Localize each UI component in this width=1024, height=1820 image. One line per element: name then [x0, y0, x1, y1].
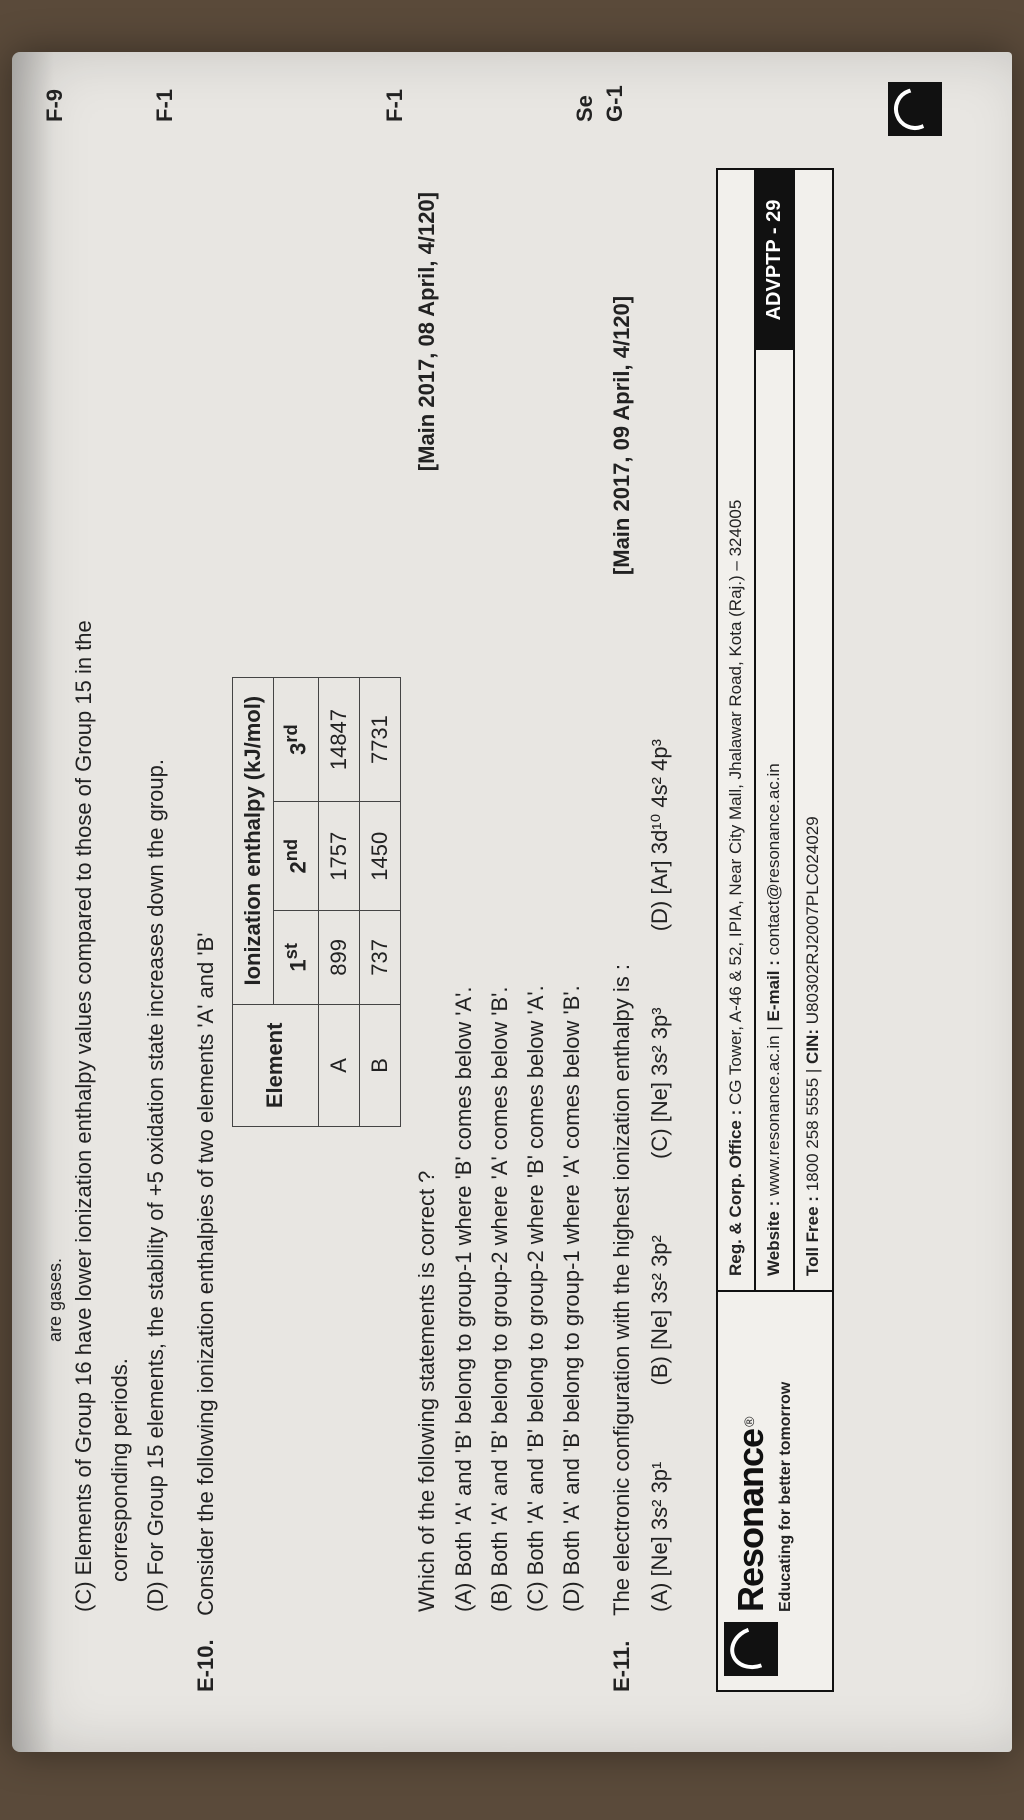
web-email-row: Website : www.resonance.ac.in | E-mail :… — [756, 170, 795, 1290]
question-text: The electronic configuration with the hi… — [606, 216, 638, 1616]
resonance-logo-icon — [724, 1622, 778, 1676]
table-head-3rd: 3rd — [273, 677, 318, 801]
option-b: (B) Both 'A' and 'B' belong to group-2 w… — [484, 112, 516, 1612]
option-c-prev-cont: corresponding periods. — [104, 112, 136, 1582]
option-d: (D) Both 'A' and 'B' belong to group-1 w… — [556, 112, 588, 1612]
options-row: (A) [Ne] 3s² 3p¹ (B) [Ne] 3s² 3p² (C) [N… — [644, 112, 676, 1612]
margin-ref: F-1 — [152, 89, 178, 122]
exam-tag: [Main 2017, 09 April, 4/120] — [606, 296, 638, 575]
fragment-text: are gases. — [42, 112, 68, 1342]
office-row: Reg. & Corp. Office : CG Tower, A-46 & 5… — [718, 170, 757, 1290]
table-head-2nd: 2nd — [273, 802, 318, 911]
brand-tagline: Educating for better tomorrow — [774, 1306, 797, 1612]
brand-box: Resonance ® Educating for better tomorrow — [718, 1290, 832, 1690]
contact-info: Reg. & Corp. Office : CG Tower, A-46 & 5… — [718, 170, 832, 1290]
option-c: (C) [Ne] 3s² 3p³ — [644, 1007, 676, 1159]
option-c: (C) Both 'A' and 'B' belong to group-2 w… — [520, 112, 552, 1612]
option-d-prev: (D) For Group 15 elements, the stability… — [140, 112, 172, 1612]
question-subtext: Which of the following statements is cor… — [411, 112, 443, 1612]
table-head-main: Ionization enthalpy (kJ/mol) — [232, 677, 273, 1004]
page-code: ADVPTP - 29 — [756, 170, 793, 350]
margin-ref: Se — [572, 95, 598, 122]
question-label: E-11. — [606, 1622, 638, 1692]
table-head-1st: 1st — [273, 911, 318, 1004]
question-e11: E-11. The electronic configuration with … — [606, 112, 676, 1692]
footer: Resonance ® Educating for better tomorrow… — [716, 168, 834, 1692]
table-head-element: Element — [232, 1004, 318, 1127]
table-row: B 737 1450 7731 — [359, 677, 400, 1126]
question-label: E-10. — [190, 1622, 222, 1692]
option-d: (D) [Ar] 3d¹⁰ 4s² 4p³ — [644, 739, 676, 931]
option-a: (A) [Ne] 3s² 3p¹ — [644, 1462, 676, 1612]
margin-ref: G-1 — [602, 85, 628, 122]
option-a: (A) Both 'A' and 'B' belong to group-1 w… — [448, 112, 480, 1612]
table-row: A 899 1757 14847 — [318, 677, 359, 1126]
ionization-table: Element Ionization enthalpy (kJ/mol) 1st… — [232, 677, 401, 1127]
toll-cin-row: Toll Free : 1800 258 5555 | CIN: U80302R… — [795, 170, 832, 1290]
option-c-prev: (C) Elements of Group 16 have lower ioni… — [68, 112, 100, 1612]
question-e10: E-10. Consider the following ionization … — [190, 112, 588, 1692]
margin-ref: F-9 — [42, 89, 68, 122]
cut-logo-icon — [888, 82, 942, 136]
registered-icon: ® — [741, 1417, 757, 1427]
option-b: (B) [Ne] 3s² 3p² — [644, 1235, 676, 1385]
exam-tag: [Main 2017, 08 April, 4/120] — [411, 192, 443, 471]
brand-name: Resonance — [730, 1429, 771, 1612]
question-text: Consider the following ionization enthal… — [190, 216, 222, 1616]
margin-ref: F-1 — [382, 89, 408, 122]
